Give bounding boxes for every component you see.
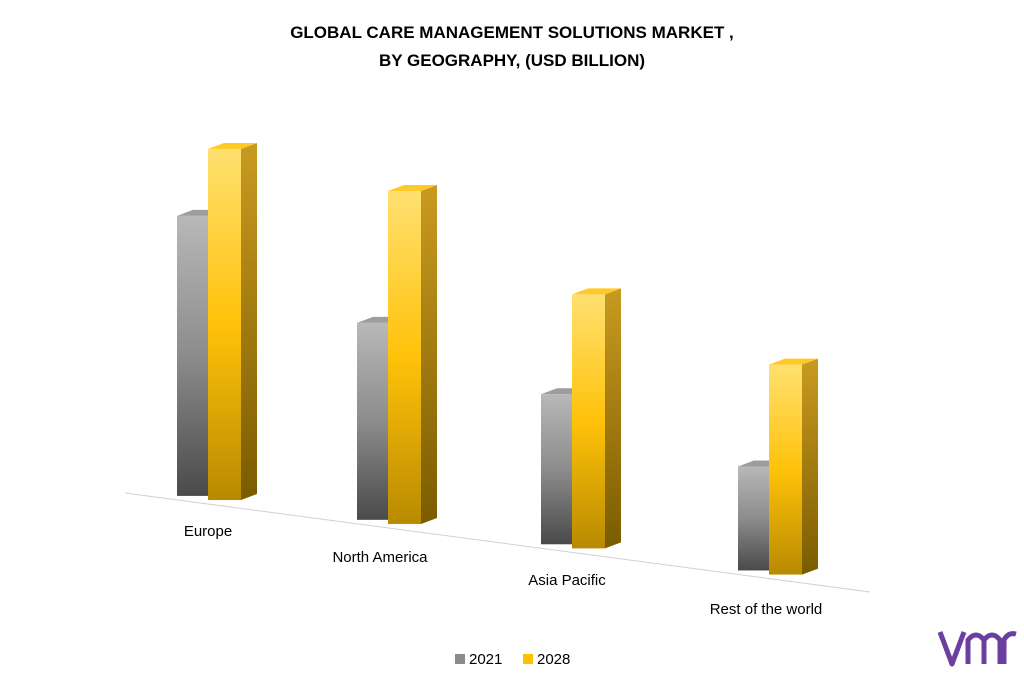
bar-side: [802, 358, 818, 575]
bar: [572, 288, 621, 549]
bar: [388, 184, 437, 524]
x-tick-label: Rest of the world: [710, 601, 823, 618]
bar-side: [241, 143, 257, 501]
bar-front: [357, 322, 390, 520]
chart-title: BY GEOGRAPHY, (USD BILLION): [379, 51, 645, 70]
legend-label: 2021: [469, 651, 502, 668]
baseline: [124, 492, 871, 593]
bar-front: [177, 215, 210, 496]
bar-front: [208, 149, 241, 501]
legend-swatch: [455, 654, 465, 664]
bar-front: [572, 294, 605, 549]
bar-front: [388, 190, 421, 524]
bar-side: [421, 184, 437, 524]
x-tick-label: North America: [332, 549, 428, 566]
logo: [937, 631, 1017, 667]
bar-top: [769, 358, 818, 365]
bar-front: [769, 364, 802, 575]
bar-front: [738, 466, 771, 571]
bar: [769, 358, 818, 575]
bar-top: [208, 143, 257, 150]
legend-swatch: [523, 654, 533, 664]
x-tick-label: Asia Pacific: [528, 572, 606, 589]
bar-front: [541, 394, 574, 545]
x-tick-label: Europe: [184, 523, 232, 540]
chart-title: GLOBAL CARE MANAGEMENT SOLUTIONS MARKET …: [290, 23, 734, 42]
bar-side: [605, 288, 621, 549]
legend-label: 2028: [537, 651, 570, 668]
bar-top: [388, 184, 437, 191]
bar: [208, 143, 257, 501]
bar-top: [572, 288, 621, 295]
